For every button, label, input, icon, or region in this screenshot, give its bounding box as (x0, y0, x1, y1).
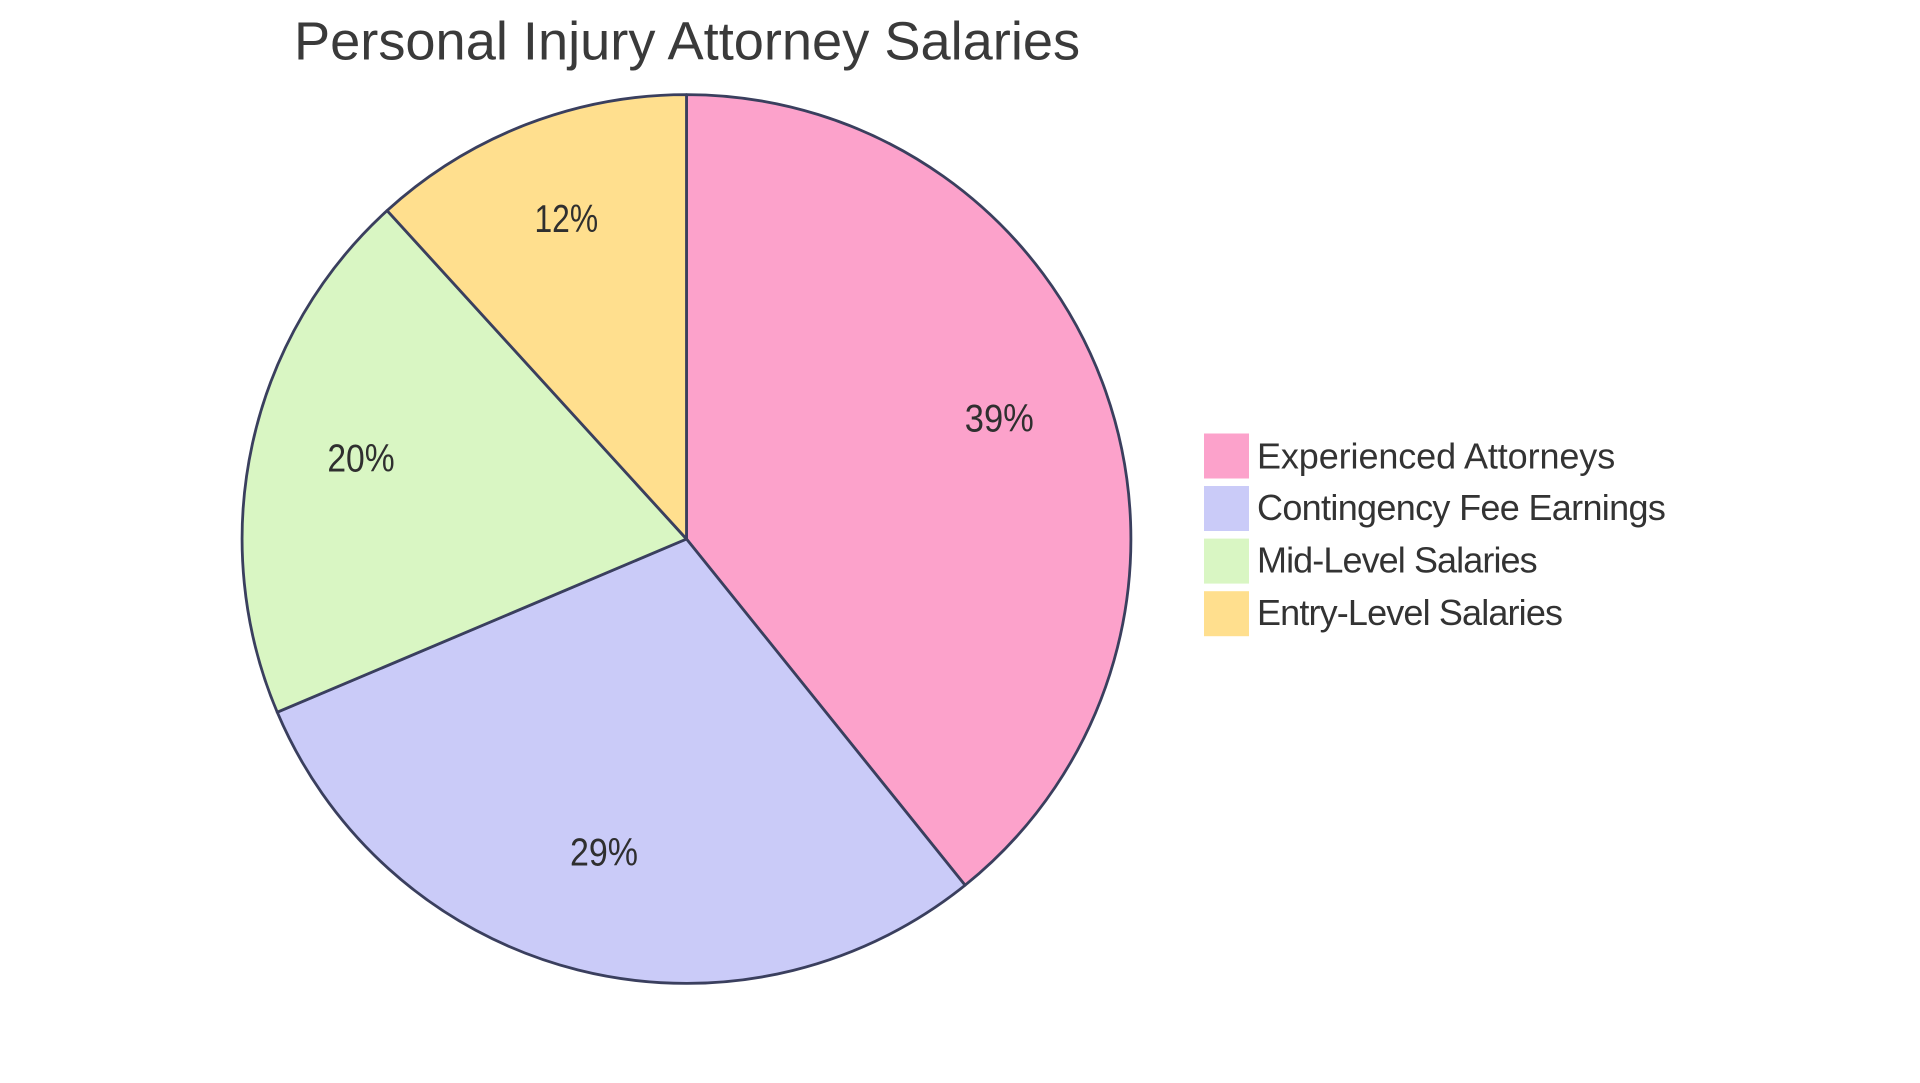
svg-text:Contingency Fee Earnings: Contingency Fee Earnings (1257, 487, 1665, 528)
svg-text:Mid-Level Salaries: Mid-Level Salaries (1257, 540, 1537, 581)
svg-text:Personal Injury Attorney Salar: Personal Injury Attorney Salaries (294, 12, 1080, 72)
svg-text:20%: 20% (327, 436, 394, 480)
svg-text:Experienced Attorneys: Experienced Attorneys (1257, 435, 1615, 476)
svg-text:12%: 12% (534, 197, 598, 241)
svg-text:29%: 29% (570, 830, 638, 874)
svg-text:Entry-Level Salaries: Entry-Level Salaries (1257, 592, 1562, 633)
svg-text:39%: 39% (965, 397, 1034, 440)
